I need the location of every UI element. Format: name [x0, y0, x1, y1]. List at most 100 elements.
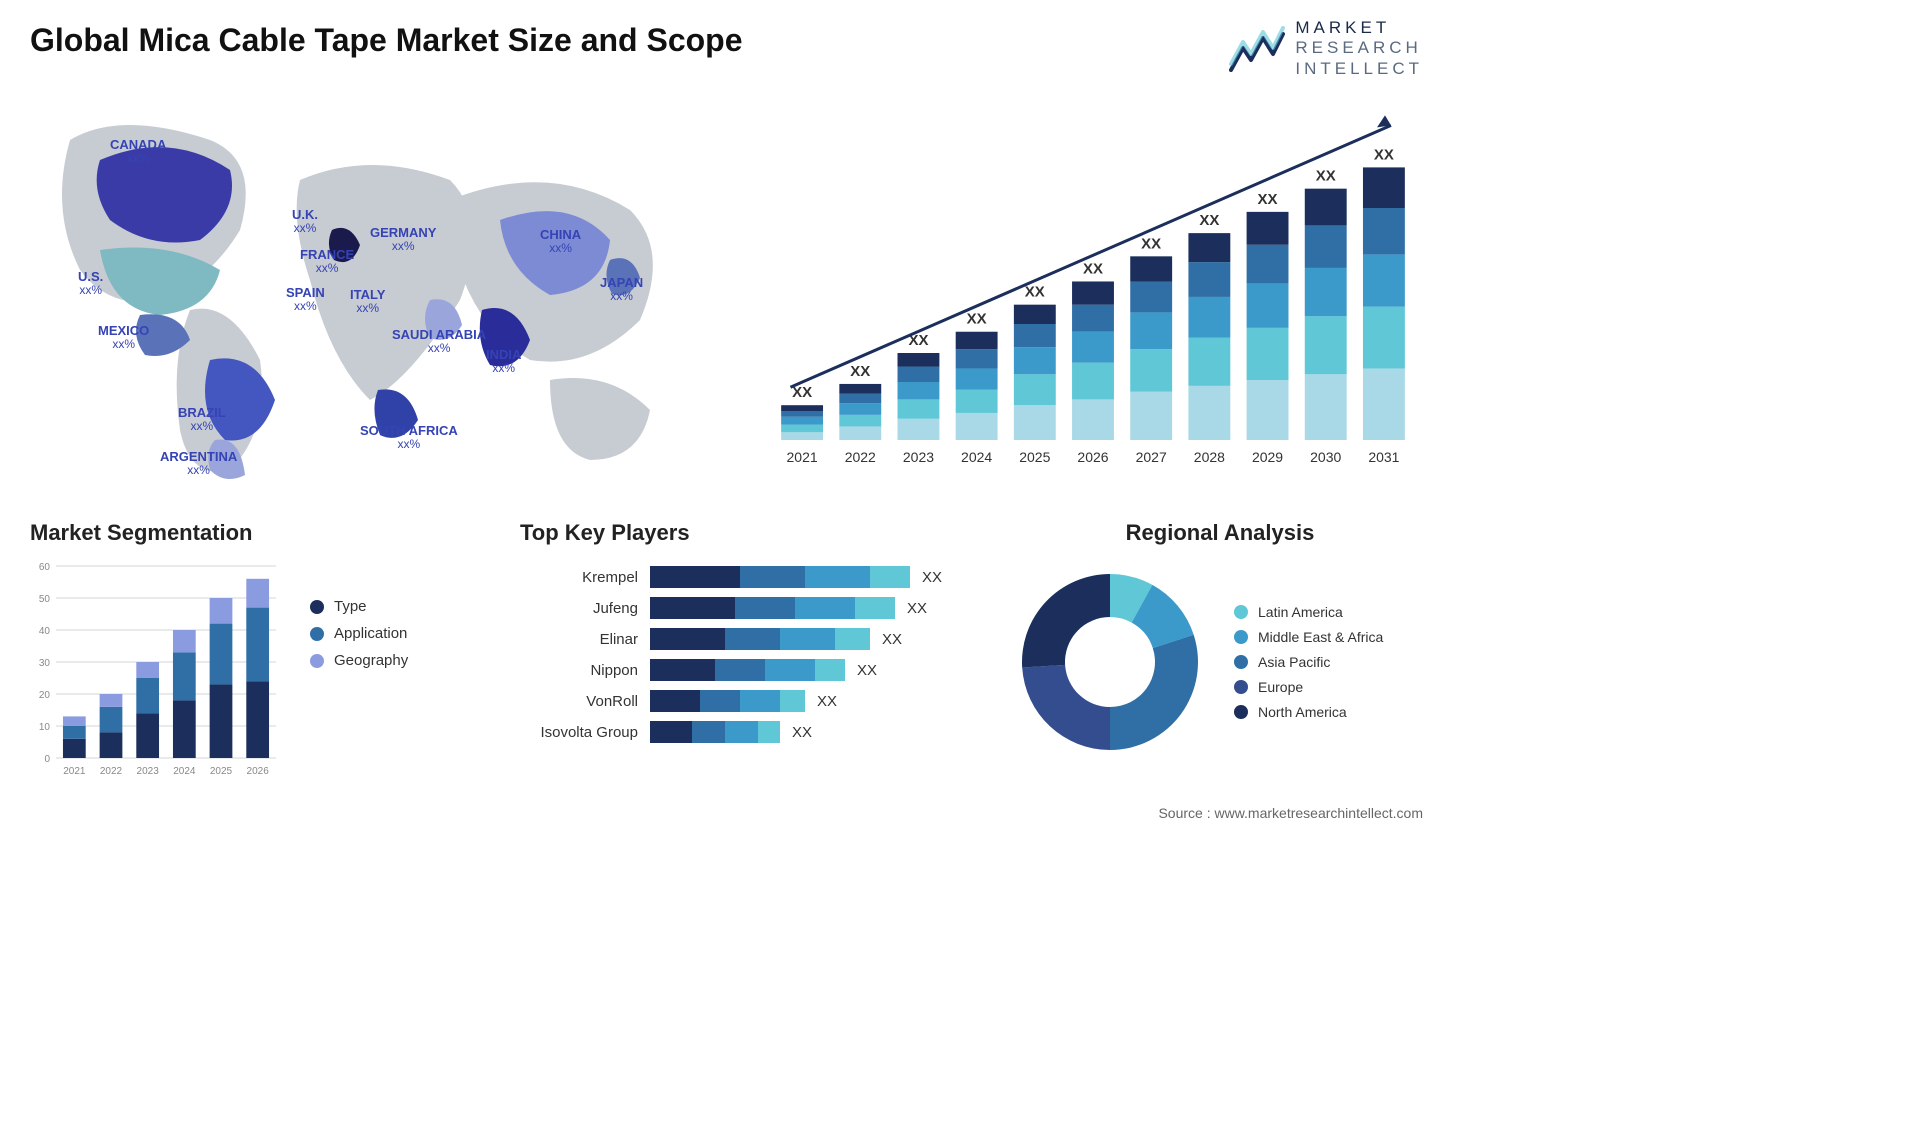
map-label-uk: U.K.xx%	[292, 208, 318, 235]
market-size-chart: XX 2021 XX 2022 XX 2023 XX 2024 XX 2025 XX 2026 XX 20…	[763, 100, 1423, 470]
svg-text:2029: 2029	[1252, 449, 1283, 465]
brand-logo: MARKET RESEARCH INTELLECT	[1229, 18, 1423, 79]
logo-mark-icon	[1229, 26, 1285, 72]
svg-text:2021: 2021	[63, 766, 86, 777]
svg-text:10: 10	[39, 722, 51, 733]
player-value: XX	[907, 600, 927, 617]
player-value: XX	[857, 662, 877, 679]
svg-text:2021: 2021	[787, 449, 818, 465]
seg-legend-application: Application	[310, 625, 408, 642]
seg-legend-geography: Geography	[310, 652, 408, 669]
svg-text:XX: XX	[967, 311, 987, 328]
seg-legend-type: Type	[310, 598, 408, 615]
map-label-italy: ITALYxx%	[350, 288, 385, 315]
svg-text:XX: XX	[1141, 235, 1161, 252]
map-label-brazil: BRAZILxx%	[178, 406, 226, 433]
segmentation-chart: 0 10 20 30 40 50 60 2021 2022 2023 2024 2025 2026	[30, 560, 280, 780]
player-value: XX	[817, 693, 837, 710]
svg-text:XX: XX	[1374, 146, 1394, 163]
regional-legend: Latin America Middle East & Africa Asia Pa…	[1234, 595, 1383, 729]
svg-text:XX: XX	[1316, 168, 1336, 185]
player-row-krempel: Krempel XX	[520, 566, 980, 588]
region-legend-asiapacific: Asia Pacific	[1234, 654, 1383, 670]
player-bar	[650, 597, 895, 619]
logo-line2: RESEARCH	[1295, 38, 1423, 58]
map-label-japan: JAPANxx%	[600, 276, 643, 303]
svg-text:XX: XX	[1258, 191, 1278, 208]
players-chart: KrempelXXJufengXXElinarXXNipponXXVonRoll…	[520, 566, 980, 743]
region-legend-middleeastafrica: Middle East & Africa	[1234, 629, 1383, 645]
player-label: Jufeng	[520, 600, 650, 617]
region-legend-latinamerica: Latin America	[1234, 604, 1383, 620]
svg-text:2025: 2025	[1019, 449, 1050, 465]
map-label-canada: CANADAxx%	[110, 138, 166, 165]
map-label-us: U.S.xx%	[78, 270, 103, 297]
logo-text: MARKET RESEARCH INTELLECT	[1295, 18, 1423, 79]
logo-line3: INTELLECT	[1295, 59, 1423, 79]
player-row-nippon: Nippon XX	[520, 659, 980, 681]
player-row-isovoltagroup: Isovolta Group XX	[520, 721, 980, 743]
svg-text:2023: 2023	[137, 766, 160, 777]
map-label-southafrica: SOUTH AFRICAxx%	[360, 424, 458, 451]
player-value: XX	[922, 569, 942, 586]
svg-text:2022: 2022	[845, 449, 876, 465]
svg-text:2023: 2023	[903, 449, 934, 465]
svg-text:2031: 2031	[1368, 449, 1399, 465]
player-label: VonRoll	[520, 693, 650, 710]
segmentation-heading: Market Segmentation	[30, 520, 490, 546]
map-label-germany: GERMANYxx%	[370, 226, 436, 253]
market-size-chart-svg: XX 2021 XX 2022 XX 2023 XX 2024 XX 2025 XX 2026 XX 20…	[763, 100, 1423, 470]
svg-text:2025: 2025	[210, 766, 233, 777]
map-label-france: FRANCExx%	[300, 248, 354, 275]
map-label-mexico: MEXICOxx%	[98, 324, 149, 351]
player-bar	[650, 566, 910, 588]
svg-text:40: 40	[39, 626, 51, 637]
svg-text:XX: XX	[1025, 284, 1045, 301]
svg-text:2030: 2030	[1310, 449, 1341, 465]
svg-text:2026: 2026	[1077, 449, 1108, 465]
svg-text:XX: XX	[1199, 212, 1219, 229]
svg-text:XX: XX	[850, 363, 870, 380]
svg-text:2024: 2024	[961, 449, 992, 465]
players-heading: Top Key Players	[520, 520, 980, 546]
player-row-elinar: Elinar XX	[520, 628, 980, 650]
player-label: Isovolta Group	[520, 724, 650, 741]
svg-text:0: 0	[44, 754, 50, 765]
player-label: Elinar	[520, 631, 650, 648]
svg-text:20: 20	[39, 690, 51, 701]
svg-text:30: 30	[39, 658, 51, 669]
logo-line1: MARKET	[1295, 18, 1423, 38]
page-title: Global Mica Cable Tape Market Size and S…	[30, 22, 743, 59]
source-citation: Source : www.marketresearchintellect.com	[1158, 805, 1423, 821]
map-label-saudiarabia: SAUDI ARABIAxx%	[392, 328, 486, 355]
region-legend-northamerica: North America	[1234, 704, 1383, 720]
regional-section: Regional Analysis Latin America Middle Ea…	[1010, 520, 1430, 762]
player-bar	[650, 628, 870, 650]
player-label: Krempel	[520, 569, 650, 586]
map-label-india: INDIAxx%	[486, 348, 521, 375]
world-map: CANADAxx% U.S.xx% MEXICOxx% BRAZILxx% ARGENT…	[30, 100, 710, 490]
svg-text:2022: 2022	[100, 766, 123, 777]
map-label-argentina: ARGENTINAxx%	[160, 450, 237, 477]
segmentation-legend: Type Application Geography	[310, 588, 408, 679]
player-bar	[650, 721, 780, 743]
svg-text:2028: 2028	[1194, 449, 1225, 465]
map-label-china: CHINAxx%	[540, 228, 581, 255]
player-label: Nippon	[520, 662, 650, 679]
region-legend-europe: Europe	[1234, 679, 1383, 695]
player-row-vonroll: VonRoll XX	[520, 690, 980, 712]
svg-text:60: 60	[39, 562, 51, 573]
player-bar	[650, 659, 845, 681]
map-label-spain: SPAINxx%	[286, 286, 325, 313]
player-value: XX	[882, 631, 902, 648]
player-row-jufeng: Jufeng XX	[520, 597, 980, 619]
svg-text:XX: XX	[1083, 260, 1103, 277]
svg-text:2026: 2026	[247, 766, 270, 777]
svg-text:50: 50	[39, 594, 51, 605]
svg-text:2024: 2024	[173, 766, 196, 777]
regional-donut	[1010, 562, 1210, 762]
player-value: XX	[792, 724, 812, 741]
segmentation-section: Market Segmentation 0 10 20 30 40 50 60 2021 202…	[30, 520, 490, 785]
players-section: Top Key Players Krempel XX Jufeng XX Elinar X…	[520, 520, 980, 752]
regional-heading: Regional Analysis	[1010, 520, 1430, 546]
